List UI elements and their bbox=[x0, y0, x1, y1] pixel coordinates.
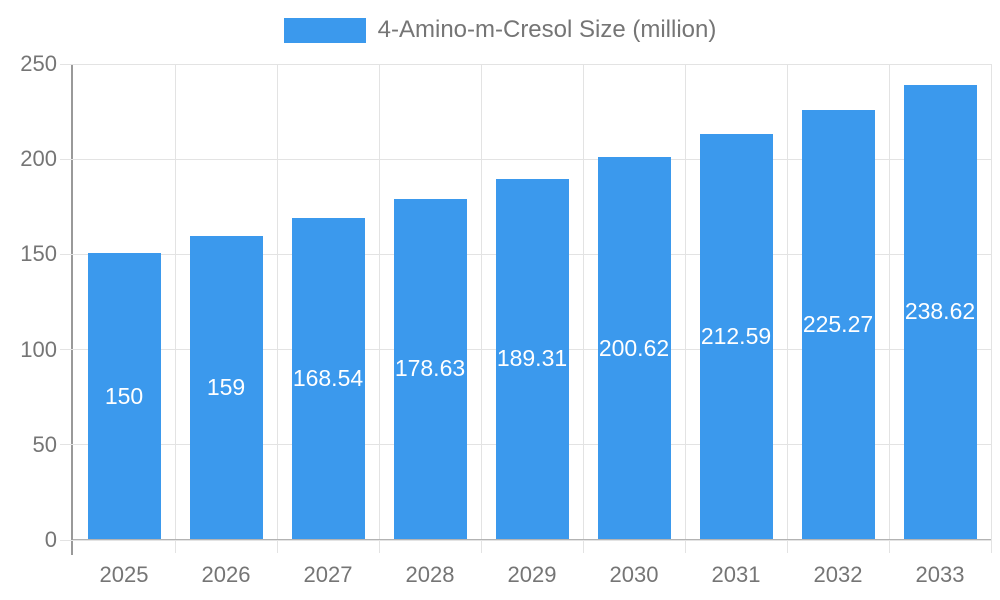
bar-value-label: 189.31 bbox=[496, 345, 568, 372]
gridline-vertical bbox=[174, 64, 176, 553]
gridline-vertical bbox=[786, 64, 788, 553]
x-tick-label: 2026 bbox=[201, 562, 251, 587]
bar-value-label: 150 bbox=[104, 382, 144, 409]
plot-area: 150 159 168.54 178.63 189.31 200.62 212.59 225.… bbox=[60, 63, 992, 587]
gridline-horizontal bbox=[60, 539, 991, 541]
legend-label[interactable]: 4-Amino-m-Cresol Size (million) bbox=[377, 16, 717, 43]
bar: 212.59 bbox=[699, 134, 773, 539]
bar-value-label: 212.59 bbox=[700, 323, 772, 350]
y-tick-label: 200 bbox=[20, 146, 57, 172]
x-tick-label: 2028 bbox=[405, 562, 455, 587]
x-axis-labels: 2025 2026 2027 2028 2029 2030 2031 2032 2033 bbox=[73, 560, 991, 590]
bar-value-label: 168.54 bbox=[292, 365, 364, 392]
y-tick-label: 150 bbox=[20, 241, 57, 267]
legend[interactable]: 4-Amino-m-Cresol Size (million) bbox=[0, 16, 1000, 44]
gridline-horizontal bbox=[60, 63, 991, 65]
y-tick-label: 250 bbox=[20, 51, 57, 76]
bar: 225.27 bbox=[801, 110, 875, 539]
y-axis-labels: 0 50 100 150 200 250 bbox=[0, 53, 57, 551]
gridline-vertical bbox=[276, 64, 278, 553]
bar: 178.63 bbox=[393, 198, 467, 539]
bar: 150 bbox=[87, 253, 161, 539]
gridline-vertical bbox=[378, 64, 380, 553]
bar-value-label: 178.63 bbox=[394, 355, 466, 382]
bar: 168.54 bbox=[291, 218, 365, 539]
x-tick-label: 2027 bbox=[303, 562, 353, 587]
bar: 189.31 bbox=[495, 178, 569, 539]
gridline-vertical bbox=[888, 64, 890, 553]
x-axis-baseline bbox=[73, 538, 991, 540]
y-tick-label: 100 bbox=[20, 336, 57, 362]
x-tick-label: 2029 bbox=[507, 562, 557, 587]
gridline-vertical bbox=[684, 64, 686, 553]
bar-value-label: 200.62 bbox=[598, 334, 670, 361]
bar: 200.62 bbox=[597, 157, 671, 539]
gridline-vertical bbox=[582, 64, 584, 553]
x-tick-label: 2033 bbox=[915, 562, 965, 587]
bar: 238.62 bbox=[903, 84, 977, 539]
bar: 159 bbox=[189, 236, 263, 539]
y-tick-label: 50 bbox=[32, 431, 57, 457]
x-tick-label: 2030 bbox=[609, 562, 659, 587]
x-tick-label: 2025 bbox=[99, 562, 149, 587]
legend-swatch[interactable] bbox=[283, 17, 366, 43]
x-tick-label: 2032 bbox=[813, 562, 863, 587]
x-tick-label: 2031 bbox=[711, 562, 761, 587]
bar-value-label: 225.27 bbox=[802, 311, 874, 338]
gridline-vertical bbox=[990, 64, 992, 553]
gridline-horizontal bbox=[60, 158, 991, 160]
y-axis-line bbox=[71, 64, 73, 555]
bar-value-label: 238.62 bbox=[904, 298, 976, 325]
bar-value-label: 159 bbox=[206, 374, 246, 401]
gridline-vertical bbox=[480, 64, 482, 553]
y-tick-label: 0 bbox=[44, 527, 57, 552]
